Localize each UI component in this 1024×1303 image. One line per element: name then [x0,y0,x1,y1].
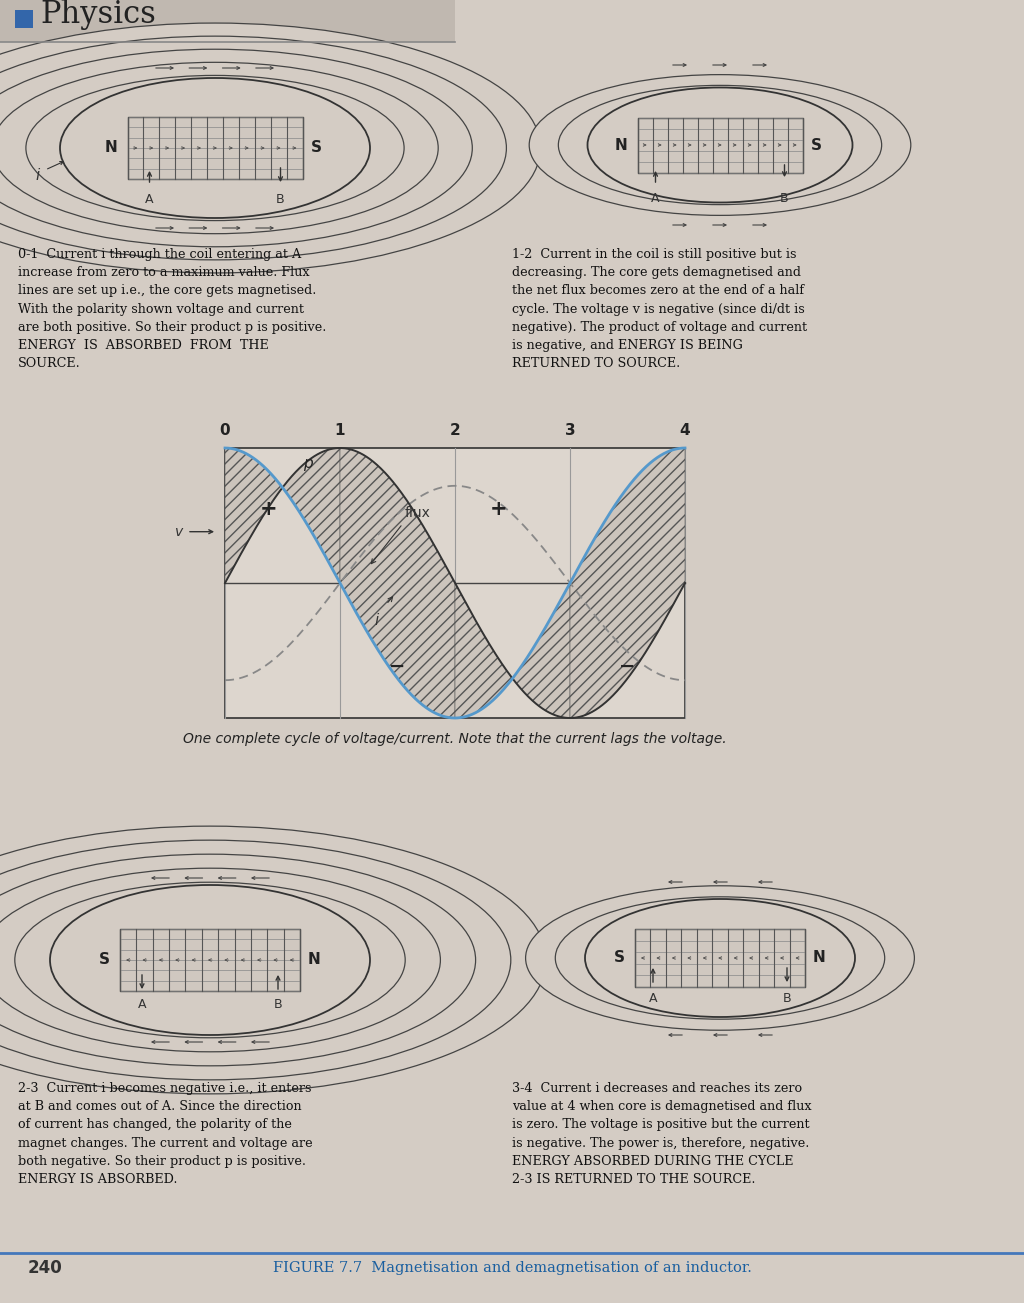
Ellipse shape [0,855,475,1066]
Text: 0: 0 [220,423,230,438]
Text: A: A [138,998,146,1011]
Text: flux: flux [404,506,431,520]
Bar [225,448,685,718]
Ellipse shape [558,86,882,205]
Ellipse shape [14,882,406,1037]
Text: 0-1  Current i through the coil entering at A
increase from zero to a maximum va: 0-1 Current i through the coil entering … [18,248,327,370]
Text: i: i [36,168,40,182]
Bar [0,0,455,42]
Text: Physics: Physics [40,0,156,30]
Text: S: S [811,138,821,152]
Text: S: S [310,141,322,155]
Bar [128,117,302,179]
Text: +: + [489,499,508,519]
Ellipse shape [588,87,853,202]
Text: A: A [145,193,154,206]
Ellipse shape [0,840,511,1080]
Text: FIGURE 7.7  Magnetisation and demagnetisation of an inductor.: FIGURE 7.7 Magnetisation and demagnetisa… [272,1261,752,1276]
Text: 240: 240 [28,1259,62,1277]
Ellipse shape [26,76,404,220]
Ellipse shape [0,36,507,259]
Ellipse shape [525,886,914,1031]
Ellipse shape [0,63,438,233]
Text: 3-4  Current i decreases and reaches its zero
value at 4 when core is demagnetis: 3-4 Current i decreases and reaches its … [512,1081,812,1186]
Text: 1-2  Current in the coil is still positive but is
decreasing. The core gets dema: 1-2 Current in the coil is still positiv… [512,248,807,370]
Text: 3: 3 [564,423,575,438]
Text: B: B [782,992,792,1005]
Text: B: B [276,193,285,206]
Ellipse shape [585,899,855,1018]
Bar [635,929,805,986]
Text: −: − [620,657,636,676]
Text: B: B [780,192,788,205]
Text: A: A [651,192,659,205]
Bar [15,10,33,27]
Text: −: − [389,657,406,676]
Text: i: i [375,614,379,628]
Text: p: p [303,456,312,470]
Text: N: N [813,950,825,966]
Ellipse shape [0,826,546,1095]
Ellipse shape [50,885,370,1035]
Bar [120,929,300,992]
Text: 2-3  Current i becomes negative i.e., it enters
at B and comes out of A. Since t: 2-3 Current i becomes negative i.e., it … [18,1081,312,1186]
Text: +: + [260,499,278,519]
Text: B: B [273,998,283,1011]
Text: S: S [99,952,110,968]
Text: 4: 4 [680,423,690,438]
Ellipse shape [0,50,472,246]
Ellipse shape [60,78,370,218]
Text: N: N [614,138,628,152]
Text: v: v [175,525,183,538]
Ellipse shape [0,23,541,272]
Text: N: N [308,952,321,968]
Ellipse shape [0,868,440,1052]
Text: One complete cycle of voltage/current. Note that the current lags the voltage.: One complete cycle of voltage/current. N… [183,732,727,747]
Bar [638,117,803,172]
Text: N: N [104,141,118,155]
Text: S: S [614,950,625,966]
Text: 1: 1 [335,423,345,438]
Text: 2: 2 [450,423,461,438]
Text: A: A [649,992,657,1005]
Ellipse shape [555,896,885,1019]
Ellipse shape [529,74,910,215]
